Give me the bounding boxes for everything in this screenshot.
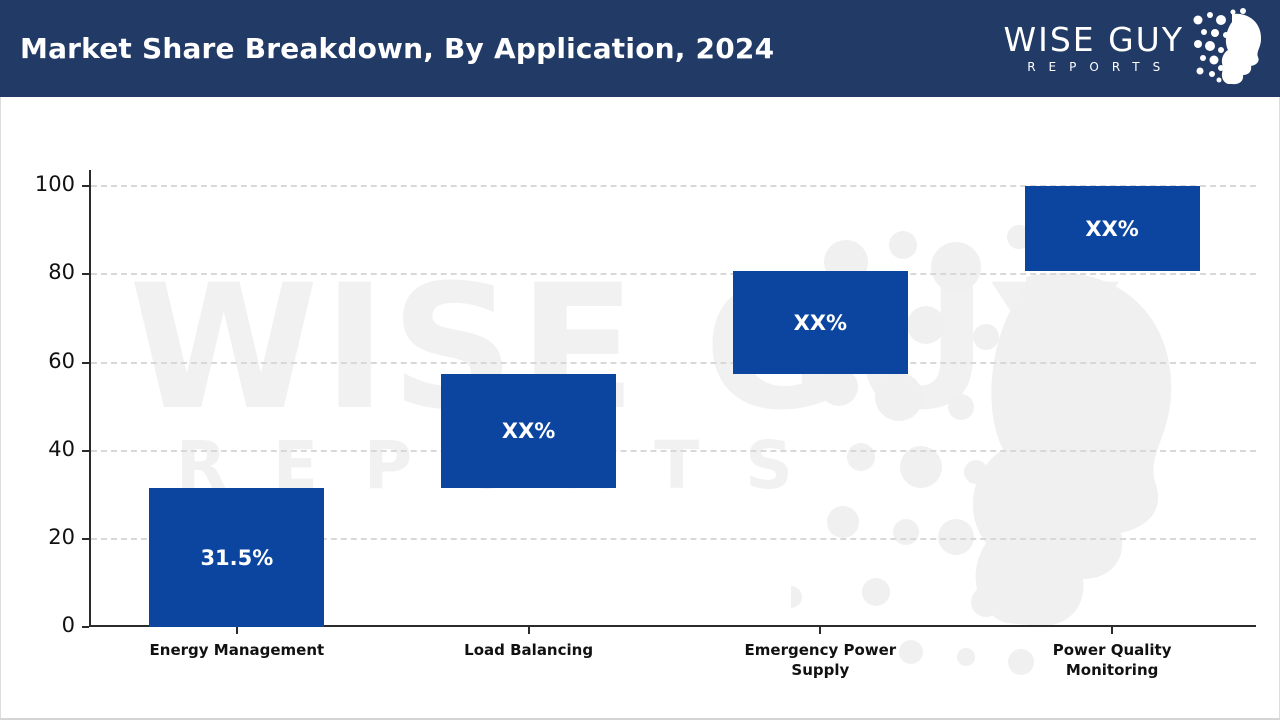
y-tick-40 [82, 449, 89, 452]
gridline-40 [91, 449, 1256, 452]
plot-area: 0 20 40 60 80 100 31.5% Energy Management XX% Loa… [35, 170, 1256, 679]
gridline-100 [91, 185, 1256, 188]
brand-logo-subtitle: REPORTS [1027, 59, 1174, 74]
gridline-20 [91, 537, 1256, 540]
page-title: Market Share Breakdown, By Application, … [20, 32, 775, 65]
y-tick-label-60: 60 [48, 348, 75, 373]
y-tick-60 [82, 361, 89, 364]
chart-canvas: WISE GUY REPORTS 02040608010031.5%Energy… [0, 97, 1280, 720]
y-tick-label-40: 40 [48, 436, 75, 461]
x-category-label-3: Emergency Power Supply [744, 641, 897, 680]
x-category-label-1: Energy Management [149, 641, 325, 659]
x-tick-1 [235, 627, 238, 634]
gridline-60 [91, 361, 1256, 364]
x-tick-4 [1111, 627, 1114, 634]
brand-logo-wordmark: WISE GUY [1003, 20, 1184, 60]
waterfall-bar-1: 31.5% [149, 488, 325, 627]
brand-logo-text: WISE GUY REPORTS [1003, 23, 1184, 74]
x-category-label-2: Load Balancing [464, 641, 594, 659]
y-tick-80 [82, 273, 89, 276]
y-tick-label-100: 100 [34, 172, 75, 197]
bar-value-label-4: XX% [1085, 216, 1139, 241]
bar-value-label-2: XX% [501, 419, 556, 444]
y-tick-label-0: 0 [61, 613, 75, 637]
watermark-face-icon [791, 221, 1172, 675]
bar-value-label-1: 31.5% [200, 545, 274, 570]
y-tick-label-20: 20 [48, 524, 75, 549]
y-tick-label-80: 80 [48, 260, 75, 285]
waterfall-bar-4: XX% [1024, 186, 1200, 272]
y-tick-20 [82, 537, 89, 540]
x-category-label-4: Power Quality Monitoring [1052, 641, 1172, 680]
brand-face-icon [1193, 7, 1262, 84]
y-tick-0 [82, 626, 89, 628]
header-bar: Market Share Breakdown, By Application, … [0, 0, 1280, 97]
brand-logo: WISE GUY REPORTS [1003, 7, 1280, 90]
bar-value-label-3: XX% [793, 310, 848, 335]
waterfall-bar-2: XX% [441, 374, 617, 489]
x-tick-2 [527, 627, 530, 634]
x-tick-3 [819, 627, 822, 634]
waterfall-bar-3: XX% [732, 271, 908, 375]
y-tick-100 [82, 185, 89, 188]
gridline-80 [91, 273, 1256, 276]
